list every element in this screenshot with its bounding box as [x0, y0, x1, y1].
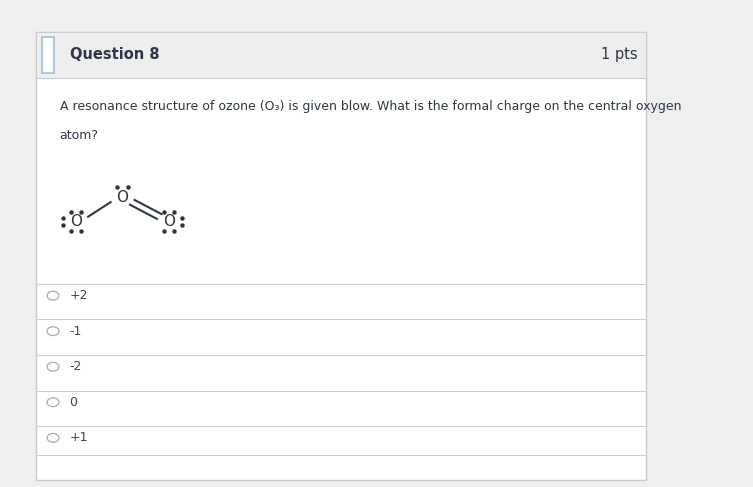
Circle shape [47, 433, 59, 442]
Bar [36, 32, 646, 78]
Circle shape [47, 398, 59, 407]
Text: 0: 0 [69, 396, 78, 409]
Text: -2: -2 [69, 360, 82, 373]
Text: O: O [117, 190, 129, 205]
Bar [41, 37, 53, 73]
Text: O: O [163, 214, 175, 229]
Text: atom?: atom? [59, 129, 99, 142]
Text: Question 8: Question 8 [69, 47, 159, 62]
Text: -1: -1 [69, 325, 82, 337]
Text: 1 pts: 1 pts [602, 47, 638, 62]
Circle shape [47, 327, 59, 336]
Text: +2: +2 [69, 289, 88, 302]
Circle shape [47, 291, 59, 300]
Text: O: O [70, 214, 82, 229]
Text: +1: +1 [69, 431, 88, 444]
Text: A resonance structure of ozone (O₃) is given blow. What is the formal charge on : A resonance structure of ozone (O₃) is g… [59, 100, 681, 113]
Circle shape [47, 362, 59, 371]
